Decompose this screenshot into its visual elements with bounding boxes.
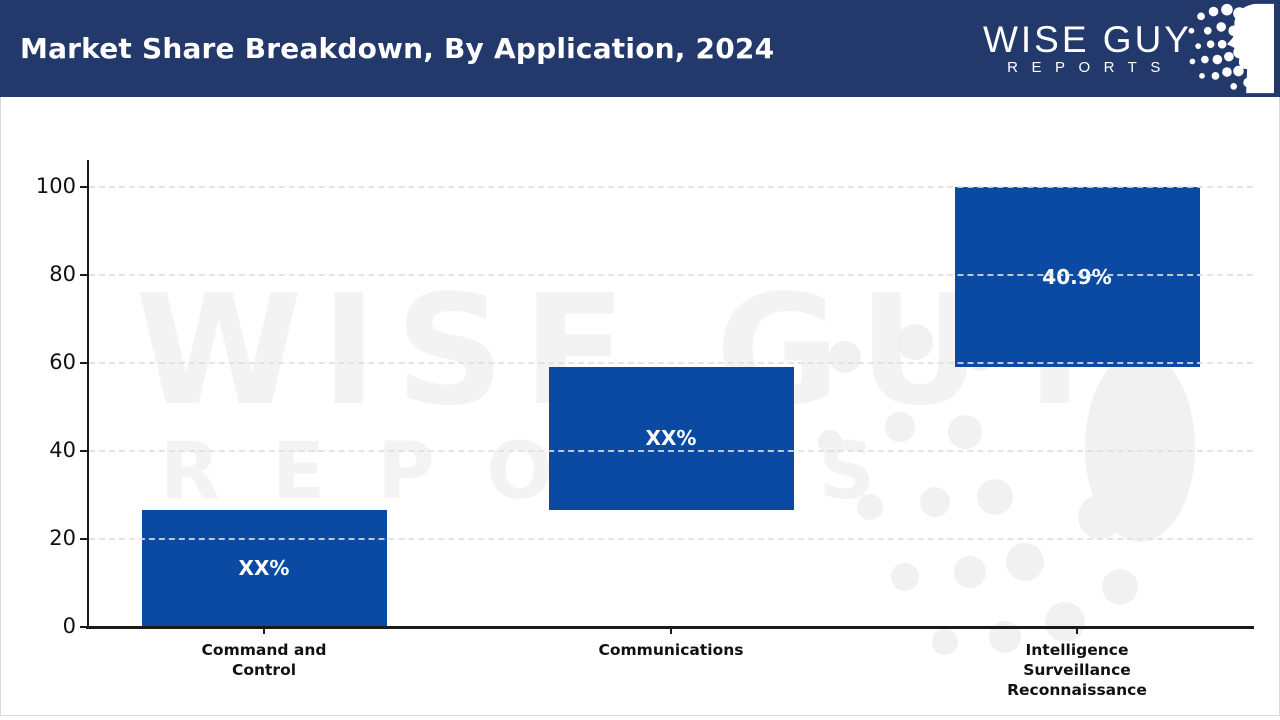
bar-value-label: XX% xyxy=(645,426,697,451)
x-category-label: Intelligence Surveillance Reconnaissance xyxy=(1007,641,1147,699)
bar-segment: XX% xyxy=(141,510,387,627)
header-bar: Market Share Breakdown, By Application, … xyxy=(0,0,1280,97)
x-category-label: Command and Control xyxy=(201,641,327,679)
y-tick-100 xyxy=(80,186,87,188)
gridline-60 xyxy=(89,361,1253,364)
wiseguy-logo: WISE GUY REPORTS xyxy=(983,0,1280,97)
x-tick-2 xyxy=(1076,628,1078,634)
logo-text-wiseguy: WISE GUY xyxy=(982,18,1192,60)
x-tick-0 xyxy=(263,628,265,634)
gridline-100 xyxy=(89,186,1253,188)
y-axis-line xyxy=(87,160,89,628)
gridline-20 xyxy=(89,537,1253,540)
watermark-face-dots xyxy=(767,324,1195,655)
x-category-label: Communications xyxy=(598,641,744,659)
gridline-40 xyxy=(89,449,1253,452)
bar-value-label: XX% xyxy=(238,556,290,581)
gridline-80 xyxy=(89,273,1253,276)
y-tick-0 xyxy=(80,625,87,628)
bar-segment: XX% xyxy=(548,366,794,511)
logo-face-icon xyxy=(1188,3,1274,94)
y-tick-40 xyxy=(80,449,87,452)
bar-segment: 40.9% xyxy=(954,187,1200,367)
chart-title: Market Share Breakdown, By Application, … xyxy=(20,32,775,65)
y-tick-label-80: 80 xyxy=(49,261,76,286)
y-tick-20 xyxy=(80,537,87,540)
y-tick-label-0: 0 xyxy=(62,613,76,638)
y-tick-80 xyxy=(80,273,87,276)
y-tick-60 xyxy=(80,361,87,364)
x-tick-1 xyxy=(670,628,672,634)
chart-area: WISE GUY REPORTS 0 20 40 60 80 100 XX% XX% 40.9%… xyxy=(0,97,1280,720)
x-axis-line xyxy=(86,626,1254,629)
y-tick-label-100: 100 xyxy=(35,174,76,198)
y-tick-label-40: 40 xyxy=(49,437,76,462)
logo-text-reports: REPORTS xyxy=(1007,58,1174,76)
y-tick-label-60: 60 xyxy=(49,349,76,374)
logo-wordmark: WISE GUY REPORTS xyxy=(982,18,1192,77)
y-tick-label-20: 20 xyxy=(49,525,76,550)
bar-value-label: 40.9% xyxy=(1042,264,1112,289)
